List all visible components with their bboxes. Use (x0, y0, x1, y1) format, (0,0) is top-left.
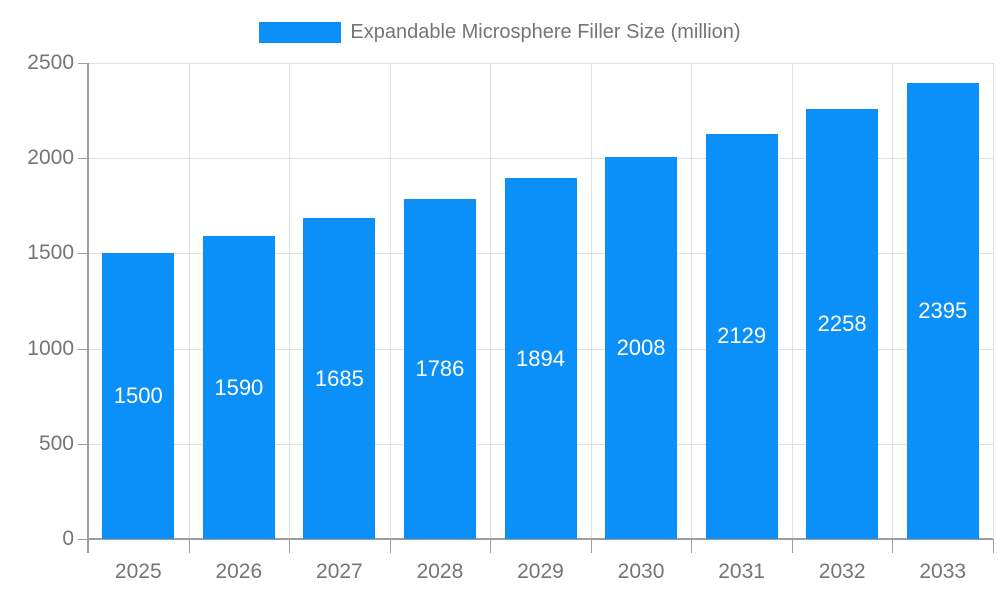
gridline-horizontal (88, 158, 993, 160)
gridline-vertical (993, 63, 994, 539)
x-tick (490, 539, 492, 553)
gridline-vertical (892, 63, 894, 539)
legend-swatch (259, 22, 342, 43)
legend-label: Expandable Microsphere Filler Size (mill… (350, 21, 741, 43)
x-axis-line (88, 538, 993, 540)
x-tick (289, 539, 291, 553)
x-tick-label: 2029 (517, 560, 564, 583)
y-axis-line (87, 63, 89, 553)
x-tick (993, 539, 994, 553)
bar-value-label: 1786 (415, 355, 465, 381)
gridline-vertical (490, 63, 492, 539)
bar-value-label: 1894 (516, 345, 565, 371)
x-tick-label: 2031 (718, 560, 765, 583)
bar (303, 218, 376, 539)
x-tick-label: 2032 (818, 560, 866, 583)
bar-value-label: 2129 (717, 323, 767, 349)
bar-value-label: 1685 (314, 365, 364, 391)
bar (504, 178, 577, 539)
gridline-vertical (289, 63, 291, 539)
y-tick (78, 63, 88, 64)
x-tick-label: 2026 (215, 560, 263, 583)
x-tick-label: 2030 (617, 560, 665, 583)
gridline-vertical (188, 63, 190, 539)
x-tick-label: 2025 (114, 560, 162, 583)
bar-value-label: 2258 (817, 311, 867, 337)
bar-value-label: 2008 (616, 334, 666, 360)
y-tick (78, 348, 88, 350)
bar-value-label: 1500 (113, 383, 163, 409)
y-tick-label: 2000 (27, 146, 74, 170)
y-tick-label: 2500 (27, 51, 74, 74)
bar (906, 82, 979, 539)
bar (403, 198, 476, 539)
bar-value-label: 2395 (918, 297, 968, 323)
x-tick-label: 2033 (919, 560, 967, 583)
gridline-vertical (389, 63, 391, 539)
y-tick (78, 443, 88, 445)
x-tick (188, 539, 190, 553)
x-tick-label: 2027 (316, 560, 363, 583)
bar (202, 236, 275, 539)
bar (102, 253, 175, 539)
x-tick (791, 539, 793, 553)
y-tick (78, 253, 88, 255)
gridline-horizontal (88, 63, 993, 64)
y-tick-label: 500 (38, 431, 74, 455)
x-tick (590, 539, 592, 553)
y-tick (78, 539, 88, 540)
y-tick-label: 0 (62, 527, 74, 550)
gridline-vertical (691, 63, 693, 539)
x-tick-label: 2028 (416, 560, 464, 583)
gridline-vertical (791, 63, 793, 539)
x-tick (691, 539, 693, 553)
bar (605, 156, 678, 539)
bar-value-label: 1590 (214, 374, 264, 400)
gridline-vertical (590, 63, 592, 539)
y-tick (78, 158, 88, 160)
x-tick (389, 539, 391, 553)
chart-legend: Expandable Microsphere Filler Size (mill… (0, 21, 1000, 44)
bar (806, 109, 879, 539)
y-tick-label: 1500 (27, 241, 74, 265)
x-tick (892, 539, 894, 553)
y-tick-label: 1000 (27, 336, 74, 360)
bar (705, 133, 778, 539)
